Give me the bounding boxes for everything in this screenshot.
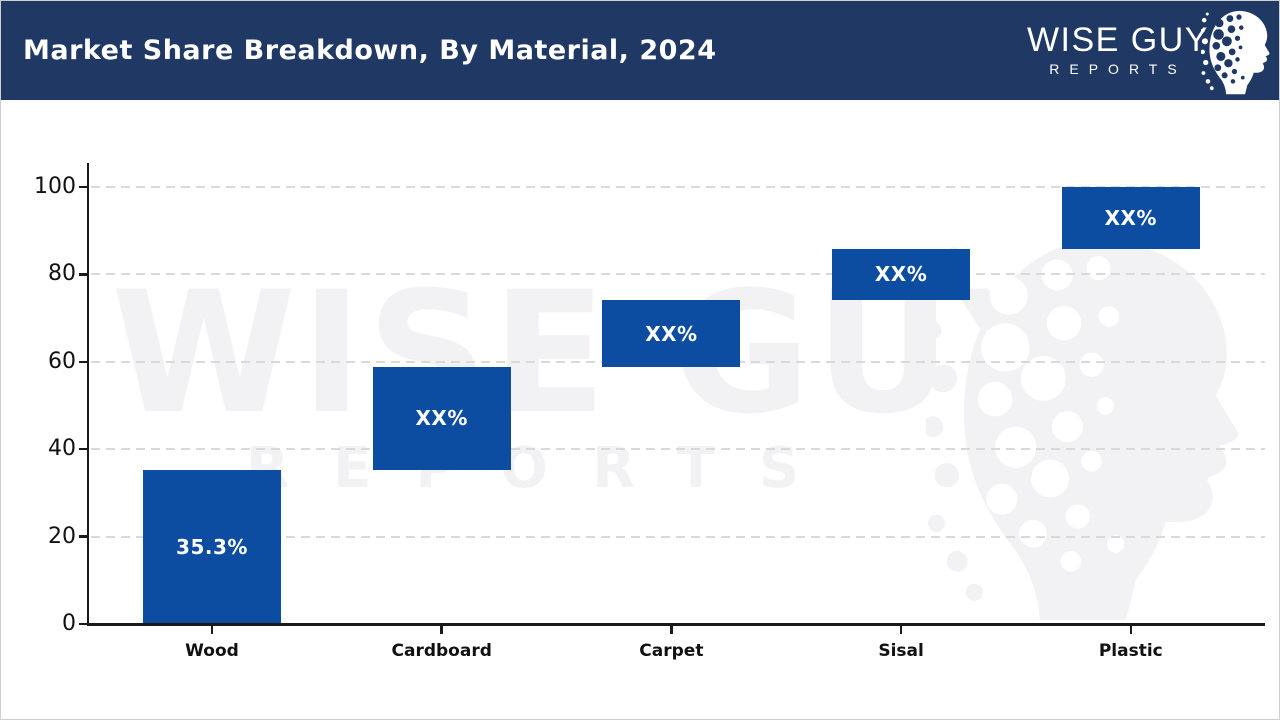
bar-sisal: XX% <box>832 248 971 301</box>
bar-wood: 35.3% <box>143 469 281 624</box>
bar-plastic: XX% <box>1061 187 1200 249</box>
y-axis-tick-label: 40 <box>48 436 76 462</box>
y-tick <box>79 535 88 538</box>
wiseguy-logo: WISE GUY REPORTS <box>1027 1 1279 100</box>
x-axis-label: Sisal <box>878 641 924 661</box>
x-axis-label: Carpet <box>639 641 704 661</box>
y-axis-tick-label: 60 <box>48 348 76 374</box>
x-axis-label: Plastic <box>1098 641 1163 661</box>
x-tick <box>899 625 903 634</box>
logo-subtext: REPORTS <box>1049 61 1187 77</box>
page-title: Market Share Breakdown, By Material, 202… <box>23 35 717 66</box>
logo-wordmark: WISE GUY <box>1026 21 1209 59</box>
wiseguy-head-icon <box>1201 10 1270 95</box>
bar-carpet: XX% <box>602 300 741 368</box>
logo-text: WISE GUY REPORTS <box>1027 22 1209 78</box>
x-axis-label: Cardboard <box>391 641 492 661</box>
header-band: Market Share Breakdown, By Material, 202… <box>1 1 1279 100</box>
bar-value-label: XX% <box>874 262 928 287</box>
bar-value-label: XX% <box>645 321 698 346</box>
x-tick <box>670 625 673 634</box>
y-tick <box>79 447 88 451</box>
y-tick <box>79 185 88 189</box>
x-tick <box>210 625 214 634</box>
y-tick <box>79 622 88 626</box>
x-axis-line <box>86 622 1265 626</box>
bar-value-label: 35.3% <box>176 534 248 559</box>
bar-value-label: XX% <box>415 406 468 431</box>
y-axis-tick-label: 0 <box>62 611 76 636</box>
gridline <box>91 186 1265 188</box>
x-tick <box>1129 625 1133 634</box>
bar-value-label: XX% <box>1104 205 1157 230</box>
y-tick <box>79 273 88 276</box>
x-tick <box>440 625 443 634</box>
x-axis-label: Wood <box>185 641 239 661</box>
gridline <box>91 448 1265 451</box>
y-axis-line <box>86 163 89 624</box>
gridline <box>91 273 1265 276</box>
bar-cardboard: XX% <box>372 367 511 470</box>
y-axis-tick-label: 80 <box>48 261 76 287</box>
y-axis-tick-label: 100 <box>34 174 76 199</box>
gridline <box>91 535 1265 538</box>
y-axis-tick-label: 20 <box>48 523 76 549</box>
y-tick <box>79 360 88 364</box>
